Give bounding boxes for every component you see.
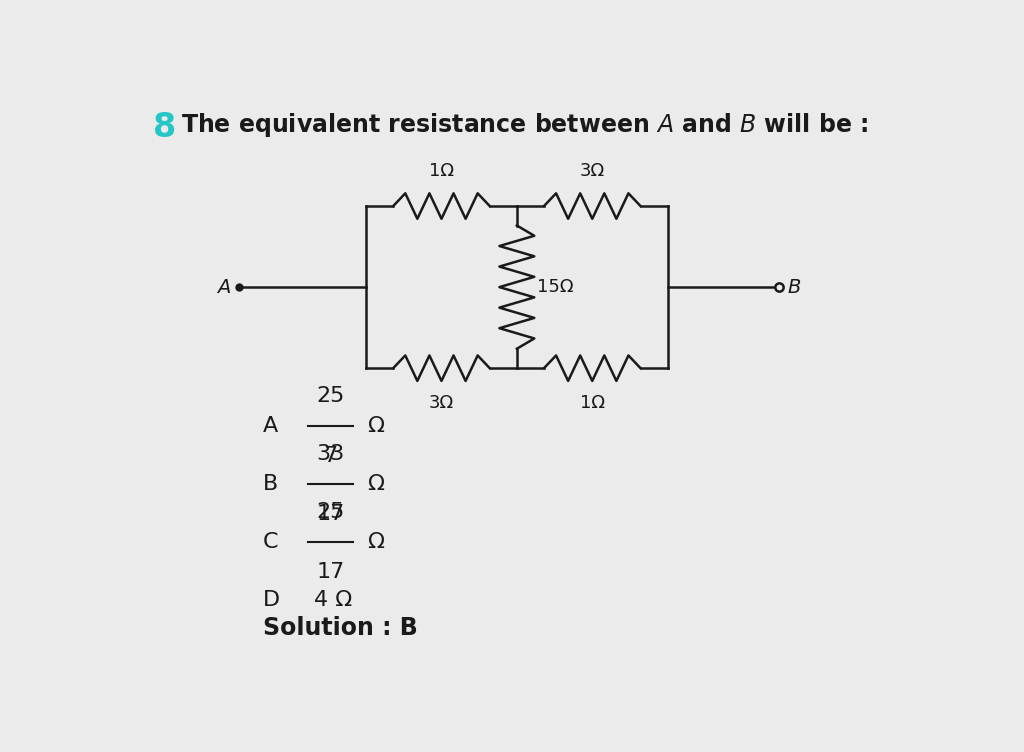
Text: 15Ω: 15Ω xyxy=(537,278,573,296)
Text: 1Ω: 1Ω xyxy=(429,162,454,180)
Text: 25: 25 xyxy=(316,502,344,522)
Text: C: C xyxy=(263,532,279,552)
Text: A: A xyxy=(263,416,279,436)
Text: Ω: Ω xyxy=(367,532,384,552)
Text: $A$: $A$ xyxy=(216,277,231,296)
Text: $B$: $B$ xyxy=(786,277,801,296)
Text: B: B xyxy=(263,474,279,494)
Text: 8: 8 xyxy=(154,111,177,144)
Text: Ω: Ω xyxy=(367,474,384,494)
Text: 7: 7 xyxy=(324,447,338,466)
Text: 25: 25 xyxy=(316,386,344,406)
Text: 4 Ω: 4 Ω xyxy=(314,590,352,610)
Text: 3Ω: 3Ω xyxy=(429,394,454,412)
Text: 33: 33 xyxy=(316,444,344,464)
Text: 3Ω: 3Ω xyxy=(580,162,605,180)
Text: Ω: Ω xyxy=(367,416,384,436)
Text: D: D xyxy=(263,590,280,610)
Text: The equivalent resistance between $A$ and $B$ will be :: The equivalent resistance between $A$ an… xyxy=(181,111,868,138)
Text: Solution : B: Solution : B xyxy=(263,617,418,641)
Text: 1Ω: 1Ω xyxy=(580,394,605,412)
Text: 17: 17 xyxy=(316,562,344,582)
Text: 17: 17 xyxy=(316,505,344,524)
